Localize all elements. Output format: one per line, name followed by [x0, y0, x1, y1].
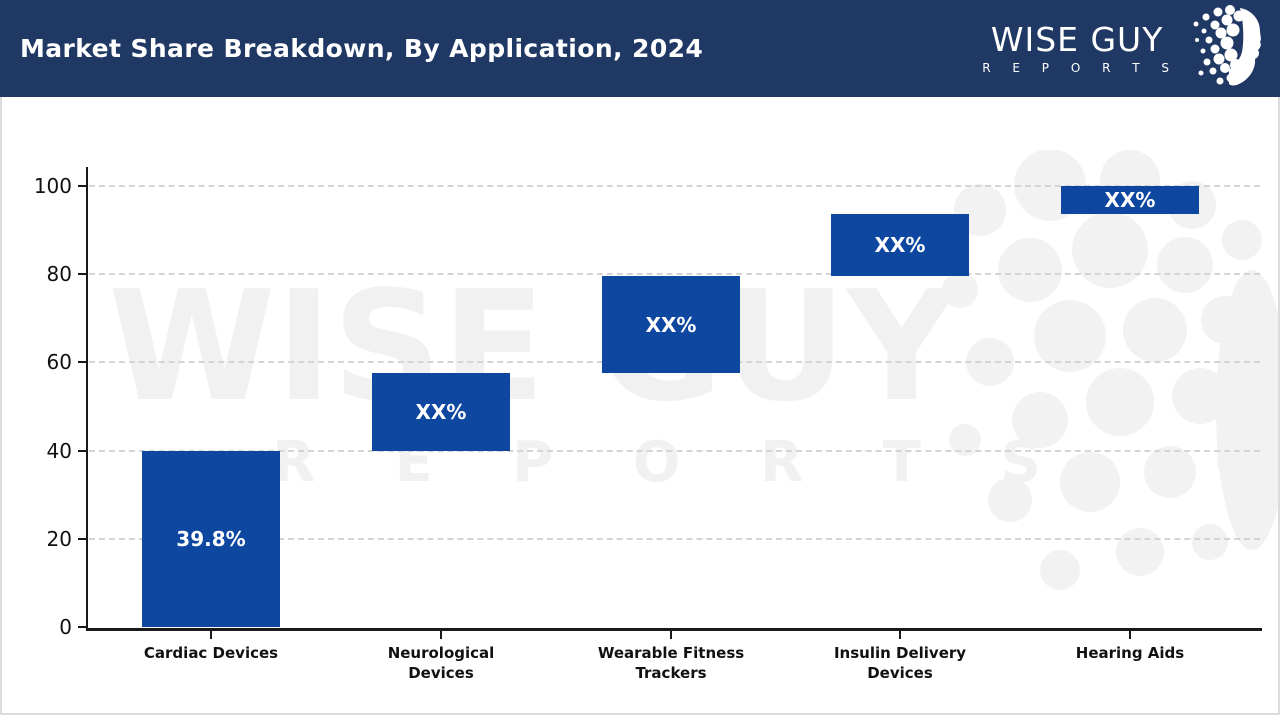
- x-axis-tick: [210, 631, 212, 639]
- x-tick-label: Hearing Aids: [1075, 644, 1185, 662]
- y-axis-line: [86, 167, 88, 630]
- x-axis-line: [86, 628, 1262, 631]
- x-axis-tick: [899, 631, 901, 639]
- brand-logo: WISE GUY R E P O R T S: [976, 4, 1262, 94]
- x-axis-tick: [440, 631, 442, 639]
- bar: XX%: [1061, 186, 1199, 214]
- x-tick-label: Neurological Devices: [387, 644, 495, 682]
- y-tick-label: 80: [46, 262, 72, 287]
- brand-name: WISE GUY: [990, 20, 1164, 59]
- brand-subtitle: R E P O R T S: [982, 61, 1178, 75]
- y-tick-label: 0: [59, 615, 72, 639]
- bar: 39.8%: [142, 451, 280, 627]
- y-tick-label: 60: [46, 350, 72, 375]
- y-axis-tick: [78, 185, 87, 187]
- x-axis-tick: [1129, 631, 1131, 639]
- gridline: [89, 537, 1260, 540]
- y-axis-tick: [78, 626, 87, 628]
- y-tick-label: 100: [33, 174, 72, 198]
- bar-label: 39.8%: [176, 527, 246, 552]
- bar: XX%: [831, 213, 969, 276]
- y-axis-tick: [78, 361, 87, 364]
- bar-label: XX%: [415, 400, 467, 425]
- frame-border-bottom: [0, 713, 1280, 715]
- y-axis-tick: [78, 273, 87, 276]
- bar-label: XX%: [645, 312, 697, 337]
- bar-label: XX%: [1104, 187, 1156, 212]
- y-tick-label: 20: [46, 526, 72, 551]
- brand-logo-text: WISE GUY R E P O R T S: [976, 23, 1178, 74]
- bar-label: XX%: [874, 232, 926, 257]
- x-axis-tick: [670, 631, 672, 639]
- x-tick-label: Cardiac Devices: [143, 644, 279, 662]
- y-axis-tick: [78, 537, 87, 540]
- watermark-line1: WISE GUY: [108, 258, 957, 435]
- y-tick-label: 40: [46, 438, 72, 463]
- header: Market Share Breakdown, By Application, …: [0, 0, 1280, 97]
- bar: XX%: [372, 373, 510, 452]
- page-title: Market Share Breakdown, By Application, …: [20, 34, 704, 63]
- gridline: [89, 185, 1260, 187]
- y-axis-tick: [78, 449, 87, 452]
- frame-border-right: [1278, 96, 1280, 714]
- frame-border-left: [0, 96, 2, 714]
- bar: XX%: [602, 275, 740, 374]
- gridline: [89, 449, 1260, 452]
- gridline: [89, 273, 1260, 276]
- dotted-head-profile-icon: [1182, 4, 1262, 94]
- x-tick-label: Wearable Fitness Trackers: [597, 644, 745, 682]
- x-tick-label: Insulin Delivery Devices: [833, 644, 967, 682]
